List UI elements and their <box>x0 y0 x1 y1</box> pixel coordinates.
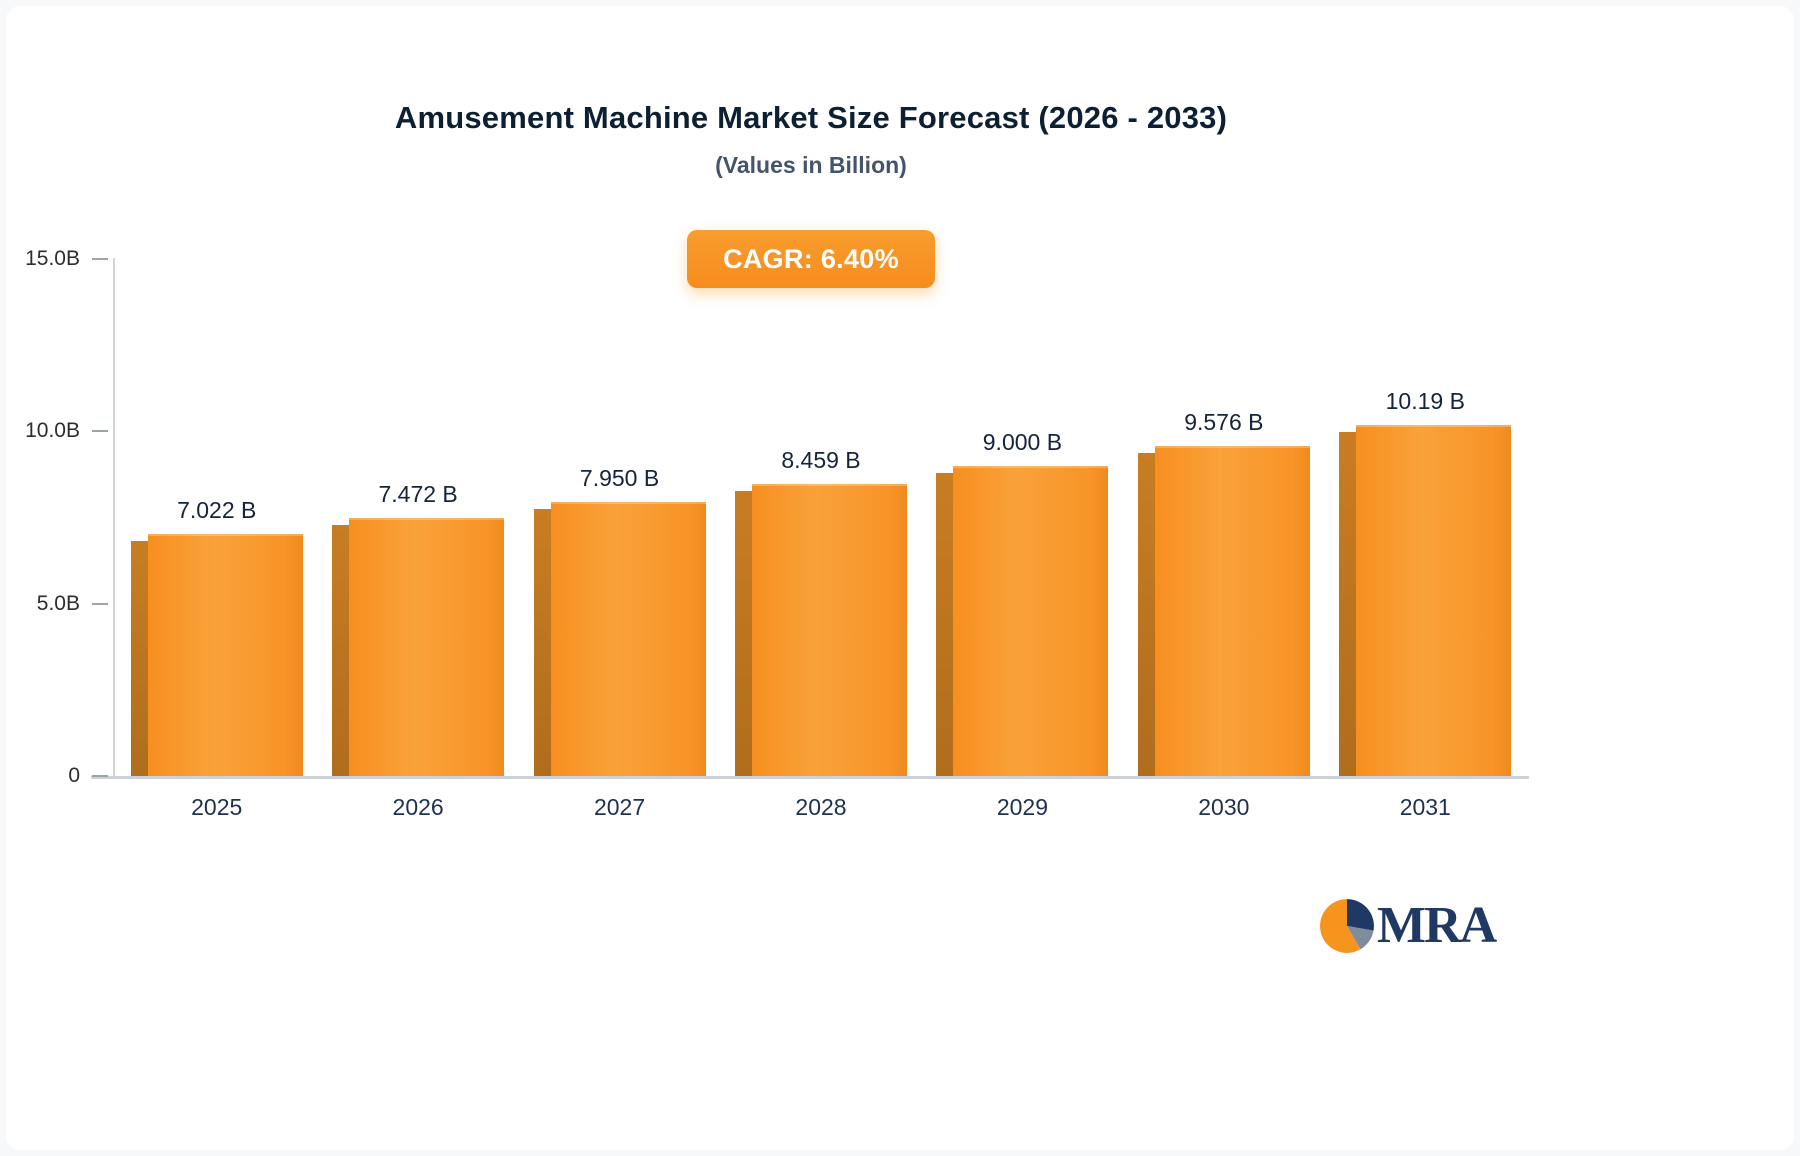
chart-title: Amusement Machine Market Size Forecast (… <box>394 100 1228 135</box>
bar-value: 10.19 B <box>1385 387 1465 414</box>
bar <box>1339 424 1512 776</box>
pie-icon <box>1320 899 1374 953</box>
y-axis-line <box>113 258 115 777</box>
bar-face <box>752 484 907 776</box>
bar-face <box>349 518 505 776</box>
chart-card: Amusement Machine Market Size Forecast (… <box>6 6 1794 1150</box>
tick-mark <box>92 775 108 777</box>
bar-face <box>1356 424 1512 776</box>
bar <box>130 533 303 776</box>
bar <box>735 484 907 776</box>
chart-header: Amusement Machine Market Size Forecast (… <box>6 100 1616 179</box>
bar-face <box>953 465 1109 776</box>
x-axis-label: 2025 <box>191 794 243 820</box>
bar <box>936 465 1109 776</box>
bar-value: 7.950 B <box>579 465 660 491</box>
bar-side <box>332 525 350 776</box>
cagr-badge: CAGR: 6.40% <box>687 230 935 288</box>
y-axis-label: 15.0B <box>25 247 80 270</box>
x-axis-line <box>91 776 1529 779</box>
x-axis-label: 2028 <box>795 794 847 820</box>
cagr-badge-label: CAGR: 6.40% <box>723 243 899 274</box>
bar-value: 7.022 B <box>177 496 257 523</box>
bar <box>332 518 505 776</box>
bar-value: 9.000 B <box>982 428 1063 455</box>
y-axis-label: 0 <box>68 764 80 787</box>
plot-area: 0 5.0B 10.0B 15.0B 7.022 B 2025 7.472 B 2026 7.9… <box>25 247 1529 820</box>
bar-value: 9.576 B <box>1184 408 1264 435</box>
bar <box>533 502 706 776</box>
tick-mark <box>92 602 108 605</box>
tick-mark <box>92 430 108 433</box>
y-axis-label: 5.0B <box>36 591 80 615</box>
tick-mark <box>92 258 108 260</box>
bar-side <box>1339 431 1357 776</box>
chart-subtitle: (Values in Billion) <box>715 152 907 178</box>
bar-face <box>550 502 706 776</box>
bar <box>1137 445 1310 776</box>
y-axis-label: 10.0B <box>25 419 80 443</box>
x-axis-label: 2031 <box>1399 794 1451 820</box>
x-axis-label: 2030 <box>1198 794 1250 820</box>
bar-value: 8.459 B <box>781 447 861 474</box>
x-axis-label: 2027 <box>593 794 646 820</box>
mra-logo: MRA <box>1318 897 1497 955</box>
bar-side <box>735 491 752 776</box>
bar-face <box>147 533 303 776</box>
x-axis-label: 2026 <box>392 794 444 820</box>
bar-side <box>130 540 148 776</box>
bar-side <box>936 472 954 776</box>
bar-value: 7.472 B <box>378 481 458 508</box>
bar-side <box>533 509 551 776</box>
x-axis-label: 2029 <box>996 794 1048 820</box>
bar-side <box>1137 452 1155 776</box>
bar-face <box>1154 445 1310 776</box>
mra-logo-text: MRA <box>1377 897 1497 954</box>
